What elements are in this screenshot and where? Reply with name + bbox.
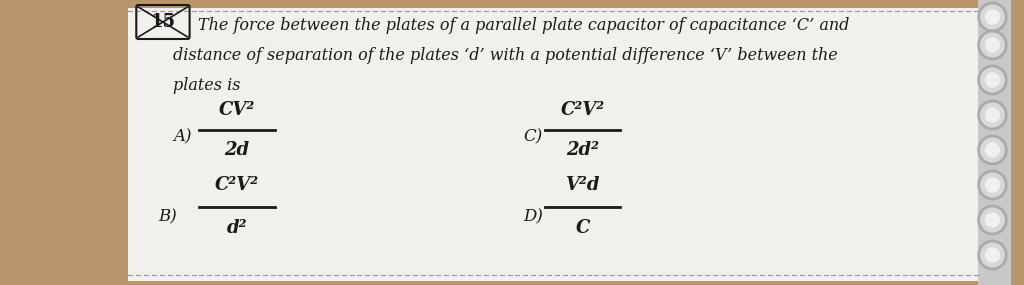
- Text: CV²: CV²: [219, 101, 255, 119]
- Text: distance of separation of the plates ‘d’ with a potential difference ‘V’ between: distance of separation of the plates ‘d’…: [173, 46, 838, 64]
- Text: 2d: 2d: [224, 141, 250, 159]
- Circle shape: [979, 241, 1007, 269]
- Text: plates is: plates is: [173, 76, 241, 93]
- Circle shape: [985, 178, 999, 192]
- Bar: [0, 0, 138, 285]
- Text: C: C: [575, 219, 590, 237]
- Circle shape: [979, 136, 1007, 164]
- Circle shape: [985, 213, 999, 227]
- Circle shape: [979, 206, 1007, 234]
- Bar: [978, 0, 1012, 285]
- Text: V²d: V²d: [565, 176, 600, 194]
- Text: C²V²: C²V²: [215, 176, 259, 194]
- Circle shape: [985, 248, 999, 262]
- Bar: [128, 8, 978, 281]
- Text: C): C): [523, 129, 543, 146]
- Text: C²V²: C²V²: [560, 101, 605, 119]
- Circle shape: [979, 3, 1007, 31]
- Circle shape: [979, 101, 1007, 129]
- Circle shape: [985, 143, 999, 157]
- Text: D): D): [523, 209, 544, 225]
- Text: The force between the plates of a parallel plate capacitor of capacitance ‘C’ an: The force between the plates of a parall…: [198, 17, 849, 34]
- Circle shape: [985, 73, 999, 87]
- Circle shape: [979, 66, 1007, 94]
- Circle shape: [979, 31, 1007, 59]
- Text: 2d²: 2d²: [566, 141, 599, 159]
- Text: 15: 15: [151, 13, 175, 31]
- Text: B): B): [158, 209, 177, 225]
- Circle shape: [979, 171, 1007, 199]
- Circle shape: [985, 38, 999, 52]
- Text: A): A): [173, 129, 191, 146]
- Circle shape: [985, 10, 999, 24]
- Text: d²: d²: [226, 219, 247, 237]
- Circle shape: [985, 108, 999, 122]
